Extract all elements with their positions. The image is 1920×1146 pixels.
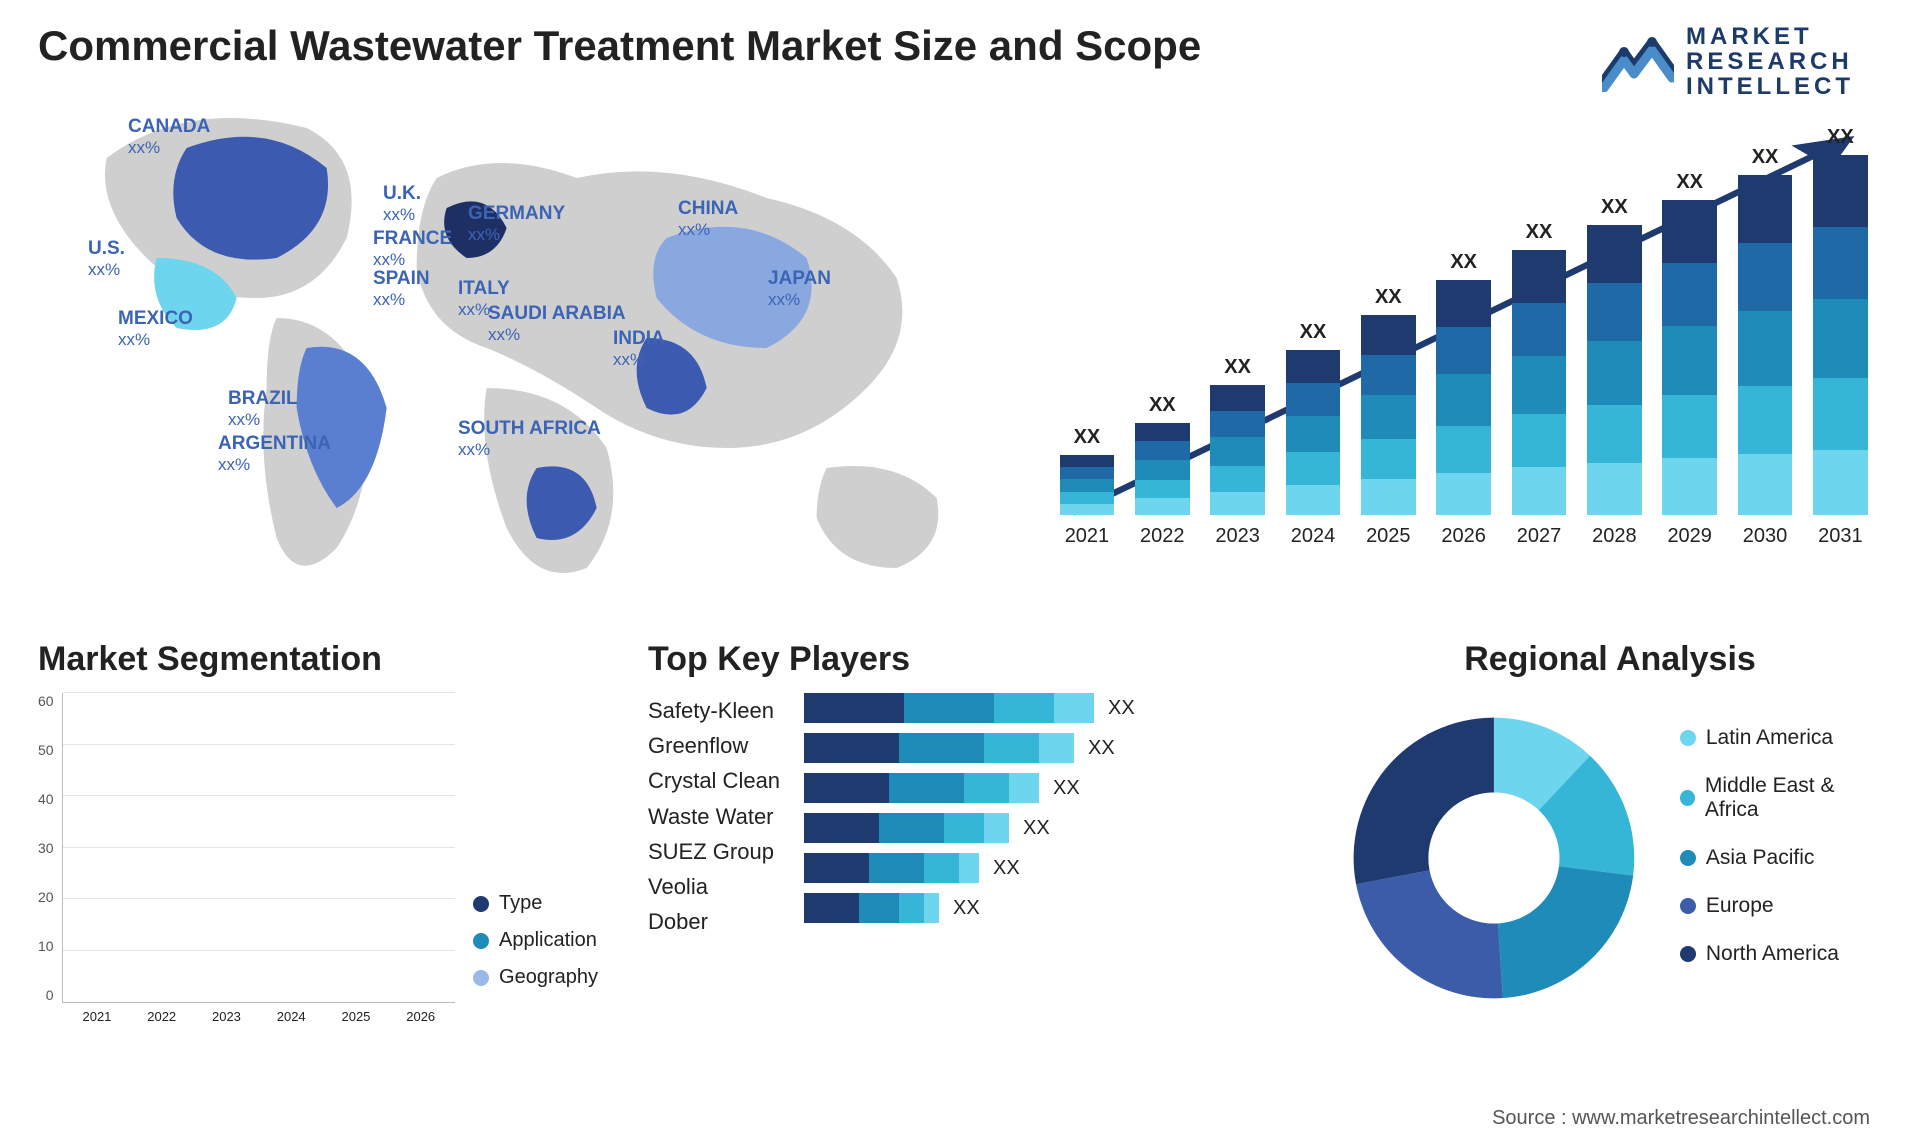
main-bar-value: XX — [1375, 286, 1402, 309]
seg-category-label: 2022 — [147, 1009, 176, 1024]
players-list: Safety-KleenGreenflowCrystal CleanWaste … — [648, 693, 780, 939]
main-bar-value: XX — [1827, 126, 1854, 149]
main-bar-2025: XX 2025 — [1357, 286, 1420, 548]
seg-category-label: 2026 — [406, 1009, 435, 1024]
player-bar-value: XX — [993, 857, 1020, 880]
logo-line-1: MARKET — [1686, 24, 1854, 49]
player-bar-4: XX — [804, 853, 1135, 883]
map-label-mexico: MEXICOxx% — [118, 308, 193, 349]
main-bar-value: XX — [1074, 426, 1101, 449]
top-key-players-panel: Top Key Players Safety-KleenGreenflowCry… — [648, 640, 1288, 947]
main-bar-category: 2031 — [1818, 525, 1863, 548]
player-bar-value: XX — [953, 897, 980, 920]
player-bar-value: XX — [1108, 697, 1135, 720]
regional-legend-europe: Europe — [1680, 894, 1882, 918]
source-credit: Source : www.marketresearchintellect.com — [1492, 1107, 1870, 1130]
market-size-chart: XX 2021 XX 2022 XX 2023 XX 2024 XX 2025 XX 2026 XX 20… — [1055, 88, 1882, 588]
main-bar-2030: XX 2030 — [1733, 146, 1796, 548]
map-label-france: FRANCExx% — [373, 228, 452, 269]
seg-category-label: 2021 — [82, 1009, 111, 1024]
main-bar-value: XX — [1450, 251, 1477, 274]
main-bar-category: 2028 — [1592, 525, 1637, 548]
segmentation-legend: Type Application Geography — [473, 892, 598, 1003]
main-bar-value: XX — [1752, 146, 1779, 169]
regional-legend-north-america: North America — [1680, 942, 1882, 966]
segmentation-title: Market Segmentation — [38, 640, 598, 679]
player-name: Veolia — [648, 869, 780, 904]
map-label-spain: SPAINxx% — [373, 268, 430, 309]
seg-category-label: 2024 — [277, 1009, 306, 1024]
player-bar-0: XX — [804, 693, 1135, 723]
segmentation-chart: 202120222023202420252026 — [62, 693, 455, 1003]
main-bar-category: 2022 — [1140, 525, 1185, 548]
main-bar-value: XX — [1601, 196, 1628, 219]
regional-legend-asia-pacific: Asia Pacific — [1680, 846, 1882, 870]
main-bar-2022: XX 2022 — [1131, 394, 1194, 548]
map-label-japan: JAPANxx% — [768, 268, 831, 309]
main-bar-category: 2026 — [1441, 525, 1486, 548]
main-bar-2023: XX 2023 — [1206, 356, 1269, 548]
logo-mark-icon — [1602, 32, 1674, 92]
player-bar-5: XX — [804, 893, 1135, 923]
logo-line-2: RESEARCH — [1686, 49, 1854, 74]
players-title: Top Key Players — [648, 640, 1288, 679]
main-bar-2027: XX 2027 — [1507, 221, 1570, 548]
player-name: Crystal Clean — [648, 763, 780, 798]
main-bar-2029: XX 2029 — [1658, 171, 1721, 548]
seg-legend-geography: Geography — [473, 966, 598, 989]
player-name: Greenflow — [648, 728, 780, 763]
map-label-argentina: ARGENTINAxx% — [218, 433, 331, 474]
main-bar-value: XX — [1300, 321, 1327, 344]
players-chart: XXXXXXXXXXXX — [804, 693, 1135, 947]
seg-category-label: 2023 — [212, 1009, 241, 1024]
player-bar-3: XX — [804, 813, 1135, 843]
main-bar-category: 2030 — [1743, 525, 1788, 548]
main-bar-2021: XX 2021 — [1055, 426, 1118, 548]
main-bar-value: XX — [1676, 171, 1703, 194]
main-bar-category: 2029 — [1667, 525, 1712, 548]
player-bar-value: XX — [1088, 737, 1115, 760]
main-bar-2028: XX 2028 — [1583, 196, 1646, 548]
regional-analysis-panel: Regional Analysis Latin America Middle Ea… — [1338, 640, 1882, 1023]
player-name: Safety-Kleen — [648, 693, 780, 728]
map-label-u-s-: U.S.xx% — [88, 238, 125, 279]
seg-legend-type: Type — [473, 892, 598, 915]
main-bar-category: 2023 — [1215, 525, 1260, 548]
main-bar-2024: XX 2024 — [1281, 321, 1344, 548]
player-bar-value: XX — [1053, 777, 1080, 800]
main-bar-category: 2025 — [1366, 525, 1411, 548]
seg-legend-application: Application — [473, 929, 598, 952]
regional-title: Regional Analysis — [1338, 640, 1882, 679]
player-bar-2: XX — [804, 773, 1135, 803]
seg-category-label: 2025 — [341, 1009, 370, 1024]
map-label-germany: GERMANYxx% — [468, 203, 565, 244]
main-bar-value: XX — [1224, 356, 1251, 379]
regional-legend: Latin America Middle East & Africa Asia Pa… — [1680, 726, 1882, 990]
player-bar-value: XX — [1023, 817, 1050, 840]
world-map: CANADAxx% U.S.xx% MEXICOxx% BRAZILxx%ARGENT… — [38, 88, 995, 608]
main-bar-2031: XX 2031 — [1809, 126, 1872, 548]
regional-legend-latin-america: Latin America — [1680, 726, 1882, 750]
main-bar-value: XX — [1149, 394, 1176, 417]
player-bar-1: XX — [804, 733, 1135, 763]
map-label-india: INDIAxx% — [613, 328, 665, 369]
main-bar-2026: XX 2026 — [1432, 251, 1495, 548]
regional-legend-middle-east-africa: Middle East & Africa — [1680, 774, 1882, 822]
map-label-saudi-arabia: SAUDI ARABIAxx% — [488, 303, 626, 344]
market-segmentation-panel: Market Segmentation 6050403020100 202120… — [38, 640, 598, 1003]
main-bar-category: 2024 — [1291, 525, 1336, 548]
regional-donut-chart — [1338, 693, 1650, 1023]
main-bar-category: 2021 — [1065, 525, 1110, 548]
player-name: Waste Water — [648, 799, 780, 834]
map-label-brazil: BRAZILxx% — [228, 388, 298, 429]
map-label-canada: CANADAxx% — [128, 116, 210, 157]
player-name: SUEZ Group — [648, 834, 780, 869]
main-bar-value: XX — [1526, 221, 1553, 244]
map-label-u-k-: U.K.xx% — [383, 183, 421, 224]
map-label-south-africa: SOUTH AFRICAxx% — [458, 418, 601, 459]
player-name: Dober — [648, 904, 780, 939]
segmentation-y-axis: 6050403020100 — [38, 693, 54, 1003]
map-label-china: CHINAxx% — [678, 198, 738, 239]
main-bar-category: 2027 — [1517, 525, 1562, 548]
